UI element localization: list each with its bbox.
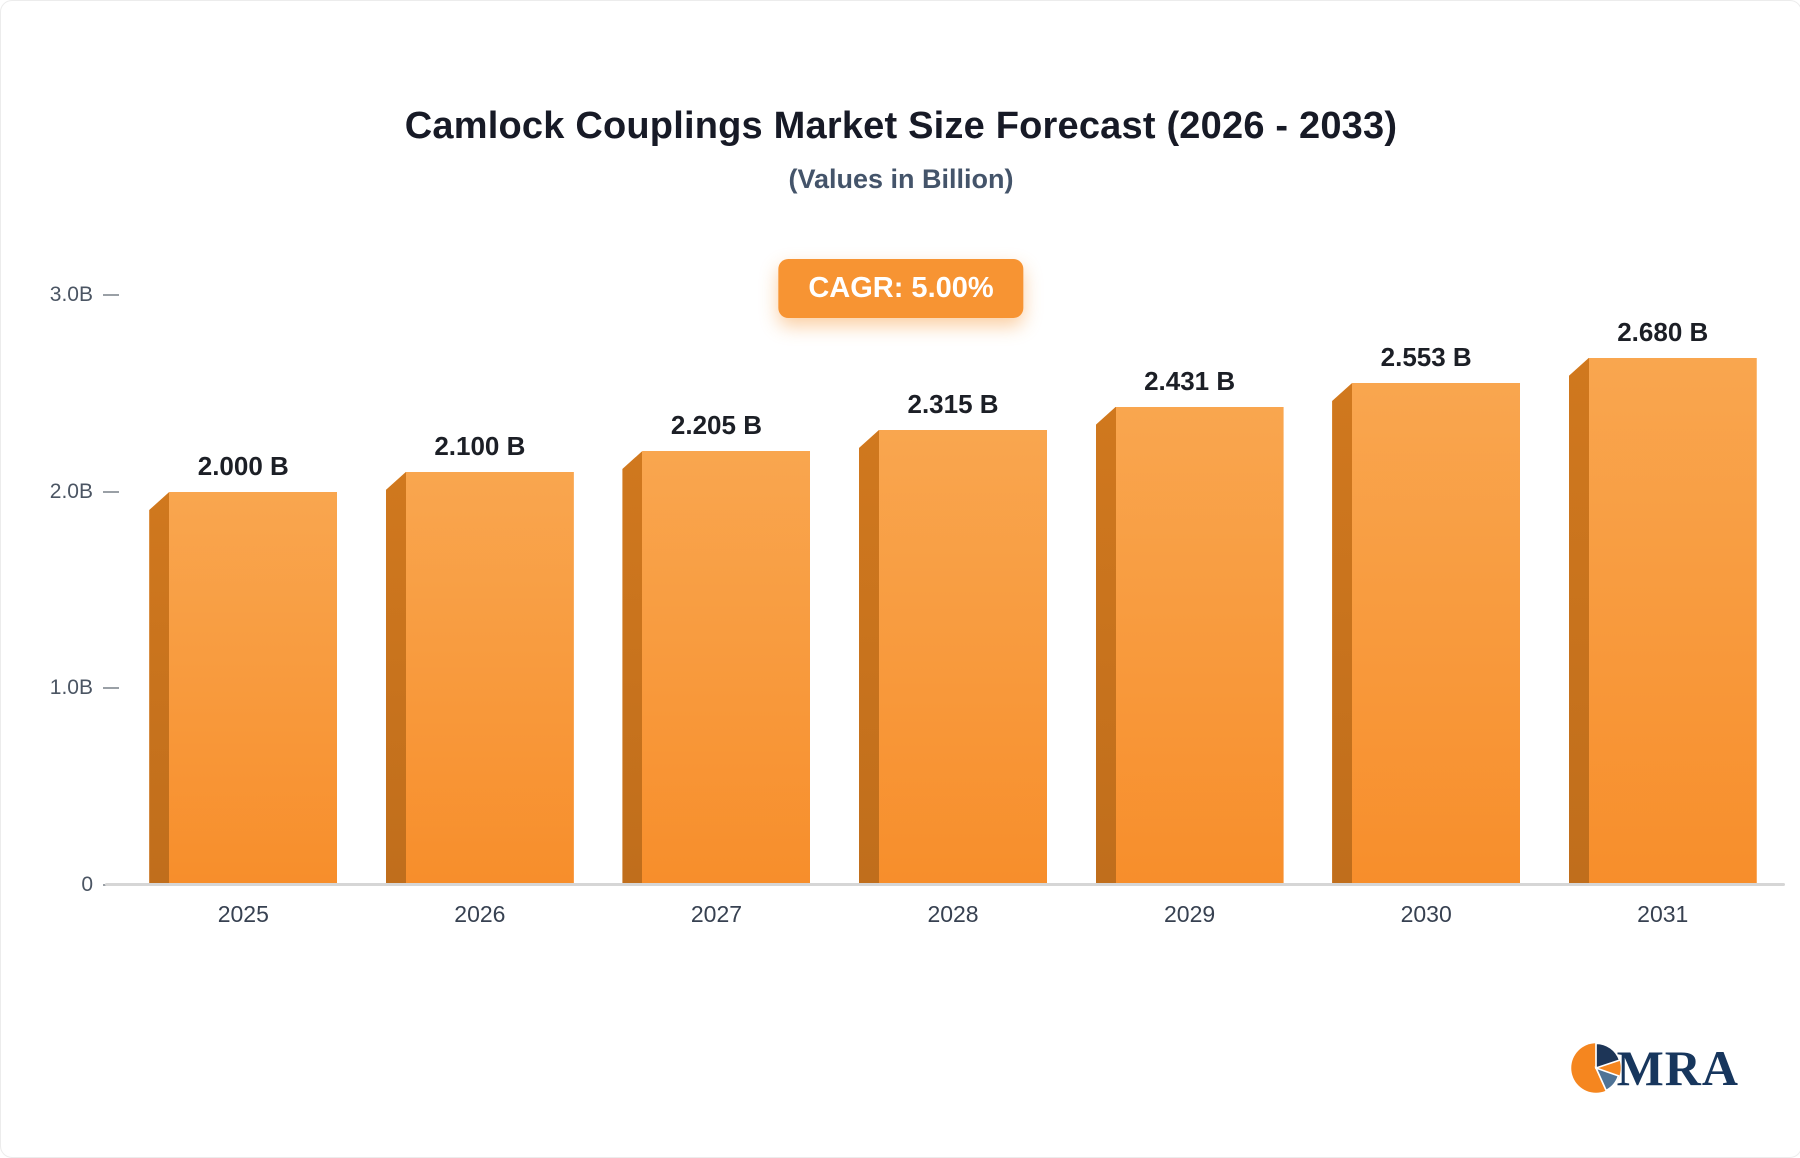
- logo-wordmark: MRA: [1616, 1040, 1739, 1096]
- x-axis-labels: 2025 2026 2027 2028 2029 2030 2031: [125, 901, 1781, 928]
- y-axis-tick-label: 2.0B: [49, 479, 93, 503]
- x-axis-tick-label: 2025: [217, 901, 269, 927]
- bar-side-face: [1095, 407, 1116, 885]
- y-axis-tick: 3.0B: [50, 283, 119, 307]
- bar-value-label: 2.000 B: [197, 451, 289, 481]
- bar-value-label: 2.205 B: [670, 410, 762, 440]
- bar-column: 2.431 B: [1071, 295, 1308, 885]
- bar-side-face: [622, 451, 643, 885]
- bar-value-label: 2.315 B: [907, 389, 999, 419]
- bar: [149, 492, 338, 885]
- bar: [1332, 383, 1521, 885]
- bar: [622, 451, 811, 885]
- y-axis: 0 1.0B 2.0B 3.0B: [41, 283, 119, 896]
- y-axis-tick-mark: [103, 490, 119, 493]
- logo-pie-icon: [1570, 1042, 1621, 1093]
- bar: [385, 472, 574, 885]
- mra-logo: MRA: [1569, 1039, 1739, 1097]
- y-axis-tick: 2.0B: [50, 480, 119, 504]
- cagr-badge: CAGR: 5.00%: [778, 259, 1024, 318]
- bar: [1095, 407, 1284, 885]
- y-axis-tick-label: 3.0B: [49, 283, 93, 306]
- bar-value-label: 2.431 B: [1144, 366, 1236, 396]
- bar-column: 2.680 B: [1544, 295, 1781, 885]
- x-axis-line: [105, 883, 1785, 886]
- plot-area: 2.000 B 2.100 B 2.205 B 2.315 B 2.431 B 2.553…: [125, 295, 1781, 885]
- bar-side-face: [1332, 383, 1353, 885]
- bar-value-label: 2.100 B: [434, 431, 526, 461]
- y-axis-tick-mark: [103, 687, 119, 690]
- x-axis-tick-label: 2030: [1400, 901, 1452, 927]
- bar-column: 2.000 B: [125, 295, 362, 885]
- y-axis-tick-label: 0: [81, 873, 93, 896]
- y-axis-tick: 1.0B: [50, 676, 119, 700]
- chart-subtitle: (Values in Billion): [788, 164, 1014, 194]
- x-axis-tick-label: 2026: [454, 901, 506, 927]
- bar-column: 2.553 B: [1308, 295, 1545, 885]
- bar-side-face: [385, 472, 406, 885]
- bar-side-face: [149, 492, 170, 885]
- bar-value-label: 2.553 B: [1380, 342, 1472, 372]
- bar-chart: 0 1.0B 2.0B 3.0B 2.000 B 2.100 B 2.205 B 2.315…: [41, 283, 1785, 975]
- x-axis-tick-label: 2031: [1637, 901, 1689, 927]
- x-axis-tick-label: 2029: [1164, 901, 1216, 927]
- x-axis-tick-label: 2028: [927, 901, 979, 927]
- x-axis-tick-label: 2027: [690, 901, 743, 927]
- bar: [1568, 358, 1757, 885]
- bar: [859, 430, 1048, 885]
- bar-column: 2.205 B: [598, 295, 835, 885]
- bar-side-face: [1568, 358, 1589, 885]
- bar-value-label: 2.680 B: [1617, 317, 1709, 347]
- bar-column: 2.315 B: [835, 295, 1072, 885]
- y-axis-tick-mark: [103, 294, 119, 296]
- bar-column: 2.100 B: [362, 295, 599, 885]
- y-axis-tick-label: 1.0B: [49, 676, 93, 700]
- bar-side-face: [859, 430, 880, 885]
- chart-title: Camlock Couplings Market Size Forecast (…: [404, 105, 1398, 147]
